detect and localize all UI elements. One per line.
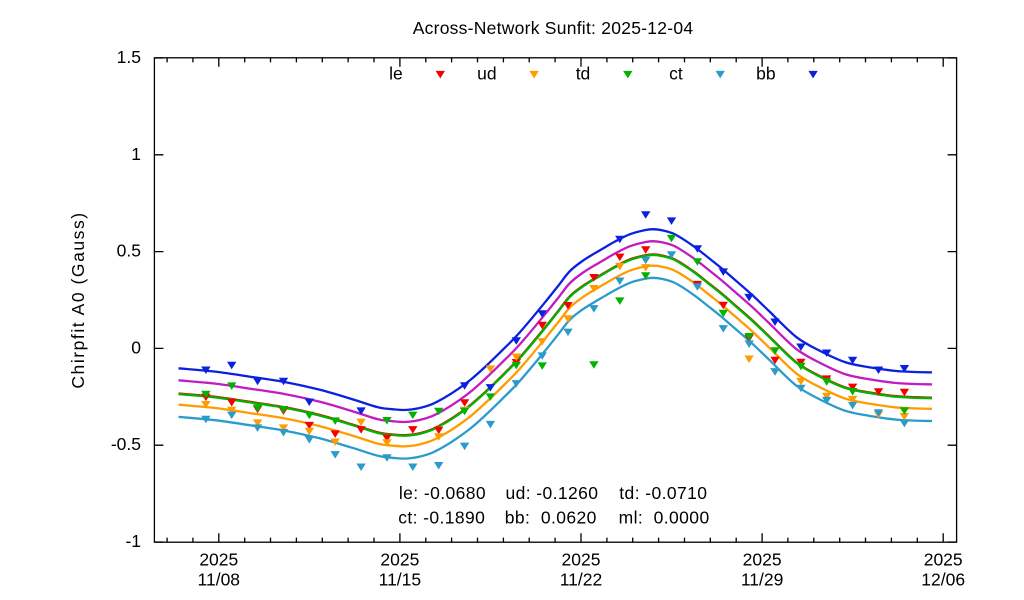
svg-text:bb: 0.0620: bb: 0.0620 (505, 507, 597, 527)
svg-text:td: td (576, 64, 591, 84)
svg-text:12/06: 12/06 (921, 569, 965, 589)
svg-text:1.5: 1.5 (117, 47, 141, 67)
svg-text:2025: 2025 (924, 550, 963, 570)
svg-text:ct: ct (669, 64, 683, 84)
svg-text:ud: -0.1260: ud: -0.1260 (506, 483, 599, 503)
svg-text:2025: 2025 (743, 550, 782, 570)
svg-text:-1: -1 (125, 531, 141, 551)
svg-text:-0.5: -0.5 (111, 434, 141, 454)
svg-text:ml: 0.0000: ml: 0.0000 (619, 507, 710, 527)
svg-text:1: 1 (131, 144, 141, 164)
svg-text:0.5: 0.5 (117, 241, 141, 261)
svg-text:2025: 2025 (380, 550, 419, 570)
svg-text:11/15: 11/15 (379, 569, 422, 589)
svg-text:11/08: 11/08 (198, 569, 241, 589)
svg-text:le: le (389, 64, 403, 84)
svg-text:Across-Network Sunfit: 2025-12: Across-Network Sunfit: 2025-12-04 (413, 18, 694, 38)
svg-text:le: -0.0680: le: -0.0680 (399, 483, 486, 503)
svg-text:11/22: 11/22 (560, 569, 603, 589)
svg-text:0: 0 (131, 337, 141, 357)
svg-text:bb: bb (756, 64, 775, 84)
svg-text:ud: ud (477, 64, 496, 84)
svg-text:ct: -0.1890: ct: -0.1890 (398, 507, 485, 527)
svg-text:2025: 2025 (199, 550, 238, 570)
svg-text:11/29: 11/29 (741, 569, 784, 589)
svg-text:2025: 2025 (562, 550, 601, 570)
svg-text:Chirpfit A0 (Gauss): Chirpfit A0 (Gauss) (68, 211, 88, 388)
svg-text:td: -0.0710: td: -0.0710 (619, 483, 707, 503)
